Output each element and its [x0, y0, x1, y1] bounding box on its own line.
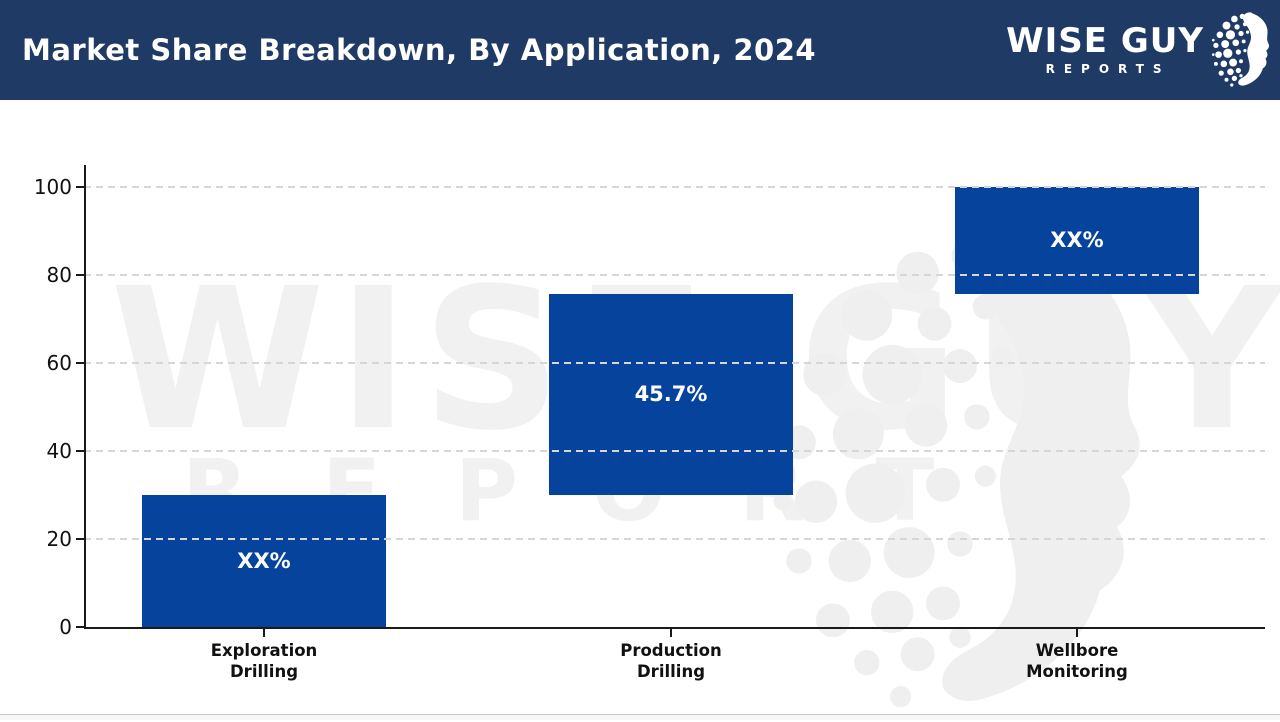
bar-segment [549, 293, 793, 495]
chart-canvas: WISE GUY REPORTS XX%45.7%XX%020406080100… [0, 100, 1280, 720]
bar-value-label: 45.7% [634, 382, 708, 407]
y-tick-mark [76, 362, 84, 364]
brand-logo-text: WISE GUY REPORTS [1006, 24, 1204, 76]
x-tick-mark [263, 628, 265, 637]
bottom-strip [0, 715, 1280, 720]
brand-name: WISE GUY [1006, 21, 1204, 61]
x-category-label-line: Monitoring [1026, 662, 1128, 681]
y-tick-mark [76, 450, 84, 452]
y-tick-label: 60 [46, 351, 72, 375]
bar-segment [955, 187, 1199, 294]
plot-area: XX% 45.7% XX% 0 20 40 60 80 100 Exploration Drilli… [0, 100, 1280, 720]
x-axis [84, 627, 1265, 629]
x-category-label-line: Wellbore [1035, 641, 1119, 660]
y-tick-mark [76, 186, 84, 188]
gridline [84, 450, 1265, 452]
y-tick-label: 20 [46, 527, 72, 551]
x-category-label: Production Drilling [620, 640, 722, 682]
header: Market Share Breakdown, By Application, … [0, 0, 1280, 100]
gridline [84, 186, 1265, 188]
x-tick-mark [670, 628, 672, 637]
brand-subtitle: REPORTS [1045, 62, 1171, 76]
bar-value-label: XX% [1050, 228, 1104, 253]
y-tick-mark [76, 538, 84, 540]
bar-segment [142, 495, 386, 627]
x-category-label-line: Drilling [636, 662, 705, 681]
y-tick-label: 0 [59, 615, 72, 639]
page-title: Market Share Breakdown, By Application, … [22, 33, 817, 67]
y-axis [84, 165, 86, 628]
y-tick-mark [76, 274, 84, 276]
x-category-label: Exploration Drilling [211, 640, 318, 682]
gridline [84, 274, 1265, 276]
dotted-face-icon [1208, 9, 1274, 91]
x-category-label-line: Exploration [210, 641, 318, 660]
bottom-divider [0, 714, 1280, 716]
x-category-label-line: Drilling [229, 662, 298, 681]
y-tick-mark [76, 626, 84, 628]
bar-value-label: XX% [237, 549, 291, 573]
brand-logo: WISE GUY REPORTS [1006, 6, 1274, 94]
x-tick-mark [1076, 628, 1078, 637]
y-tick-label: 100 [33, 175, 72, 199]
gridline [84, 538, 1265, 540]
gridline [84, 362, 1265, 364]
y-tick-label: 80 [46, 263, 72, 287]
x-category-label: Wellbore Monitoring [1026, 640, 1128, 682]
y-tick-label: 40 [46, 439, 72, 463]
x-category-label-line: Production [620, 641, 722, 660]
